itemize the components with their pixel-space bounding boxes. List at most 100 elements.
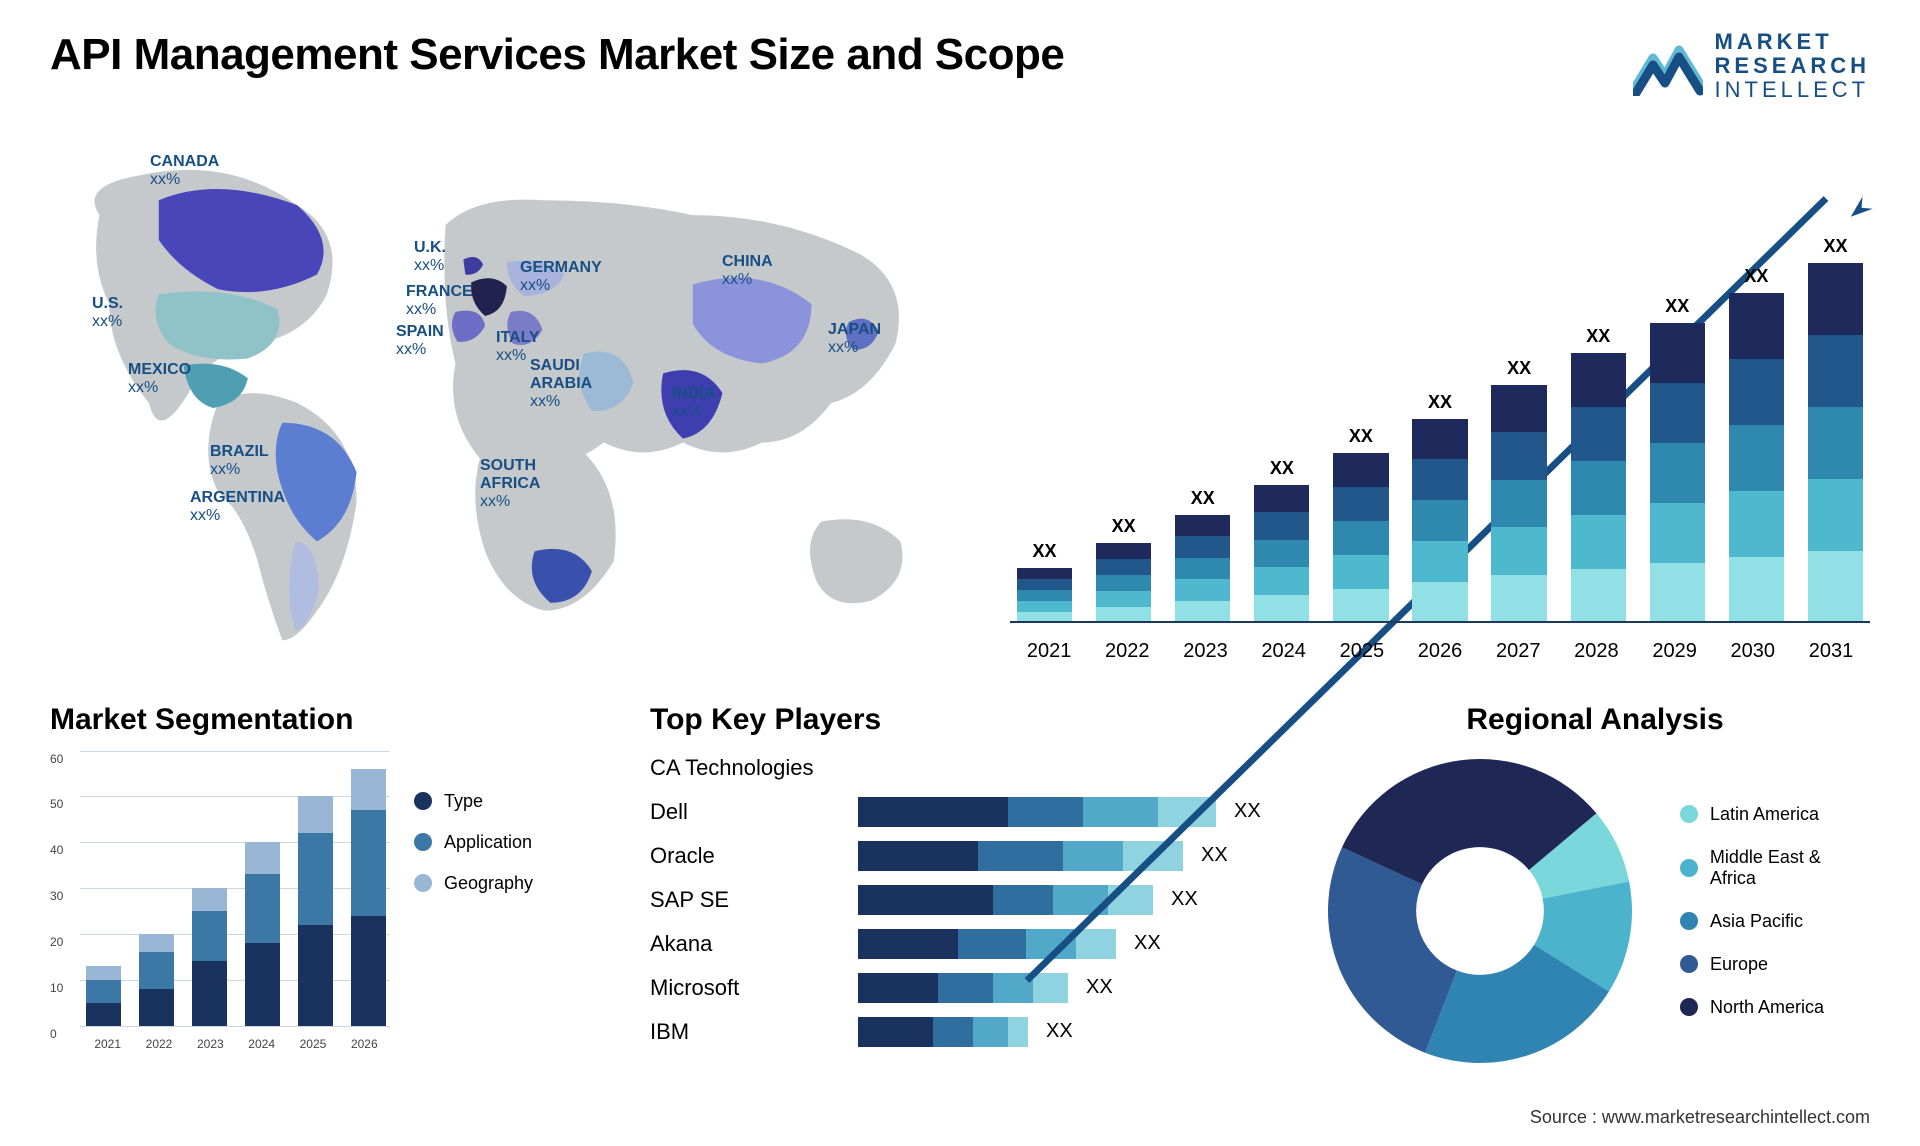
trend-chart: XXXXXXXXXXXXXXXXXXXXXX 20212022202320242… <box>980 143 1870 663</box>
logo-line1: MARKET <box>1715 30 1870 54</box>
trend-value: XX <box>1270 458 1294 479</box>
trend-year-label: 2029 <box>1636 640 1714 663</box>
segmentation-title: Market Segmentation <box>50 703 620 737</box>
player-row: IBMXX <box>650 1015 1290 1049</box>
map-label: JAPANxx% <box>828 321 881 358</box>
trend-bar: XX <box>1405 392 1474 623</box>
player-bar <box>858 841 1183 871</box>
regional-title: Regional Analysis <box>1320 703 1870 737</box>
player-name: CA Technologies <box>650 755 840 781</box>
seg-year-label: 2022 <box>133 1037 184 1051</box>
trend-value: XX <box>1191 488 1215 509</box>
trend-value: XX <box>1507 358 1531 379</box>
player-name: Microsoft <box>650 975 840 1001</box>
seg-year-label: 2026 <box>339 1037 390 1051</box>
map-label: SOUTHAFRICAxx% <box>480 457 540 512</box>
legend-item: Geography <box>414 873 533 894</box>
players-panel: Top Key Players CA TechnologiesDellXXOra… <box>650 703 1290 1071</box>
player-bar <box>858 1017 1028 1047</box>
seg-ytick: 10 <box>50 981 63 995</box>
legend-item: Middle East & Africa <box>1680 847 1870 889</box>
regional-panel: Regional Analysis Latin America Middle Ea… <box>1320 703 1870 1071</box>
map-label: CANADAxx% <box>150 153 219 190</box>
seg-bar <box>135 934 178 1026</box>
trend-bar: XX <box>1643 296 1712 623</box>
player-value: XX <box>1134 932 1161 955</box>
player-name: Dell <box>650 799 840 825</box>
seg-ytick: 50 <box>50 797 63 811</box>
seg-bar <box>82 966 125 1026</box>
legend-item: North America <box>1680 997 1870 1018</box>
player-row: Microsoft XX <box>650 971 1290 1005</box>
trend-bar: XX <box>1564 326 1633 623</box>
seg-ytick: 20 <box>50 935 63 949</box>
trend-value: XX <box>1349 426 1373 447</box>
trend-bar: XX <box>1801 236 1870 623</box>
legend-item: Latin America <box>1680 804 1870 825</box>
player-row: DellXX <box>650 795 1290 829</box>
trend-year-label: 2027 <box>1479 640 1557 663</box>
legend-item: Asia Pacific <box>1680 911 1870 932</box>
map-label: SPAINxx% <box>396 323 444 360</box>
seg-ytick: 60 <box>50 752 63 766</box>
seg-bar <box>347 769 390 1026</box>
trend-value: XX <box>1428 392 1452 413</box>
trend-year-label: 2026 <box>1401 640 1479 663</box>
trend-bar: XX <box>1089 516 1158 623</box>
brand-logo: MARKET RESEARCH INTELLECT <box>1633 30 1870 103</box>
source-label: Source : www.marketresearchintellect.com <box>1530 1107 1870 1128</box>
trend-value: XX <box>1665 296 1689 317</box>
player-value: XX <box>1086 976 1113 999</box>
trend-year-label: 2028 <box>1557 640 1635 663</box>
seg-bar <box>188 888 231 1025</box>
seg-year-label: 2023 <box>185 1037 236 1051</box>
trend-year-label: 2031 <box>1792 640 1870 663</box>
trend-bar: XX <box>1010 541 1079 623</box>
players-title: Top Key Players <box>650 703 1290 737</box>
map-label: GERMANYxx% <box>520 259 602 296</box>
legend-item: Type <box>414 791 533 812</box>
logo-line2: RESEARCH <box>1715 54 1870 78</box>
seg-bar <box>241 842 284 1025</box>
page-title: API Management Services Market Size and … <box>50 30 1064 80</box>
seg-ytick: 40 <box>50 843 63 857</box>
world-map-svg <box>50 143 940 663</box>
trend-year-label: 2023 <box>1166 640 1244 663</box>
seg-year-label: 2025 <box>287 1037 338 1051</box>
seg-ytick: 30 <box>50 889 63 903</box>
trend-year-label: 2030 <box>1714 640 1792 663</box>
trend-value: XX <box>1823 236 1847 257</box>
trend-value: XX <box>1033 541 1057 562</box>
player-row: OracleXX <box>650 839 1290 873</box>
seg-year-label: 2021 <box>82 1037 133 1051</box>
player-row: AkanaXX <box>650 927 1290 961</box>
player-name: SAP SE <box>650 887 840 913</box>
legend-item: Europe <box>1680 954 1870 975</box>
player-row: CA Technologies <box>650 751 1290 785</box>
trend-bar: XX <box>1722 266 1791 623</box>
trend-bar: XX <box>1168 488 1237 623</box>
trend-bar: XX <box>1326 426 1395 623</box>
trend-value: XX <box>1112 516 1136 537</box>
trend-year-label: 2022 <box>1088 640 1166 663</box>
regional-donut <box>1320 751 1640 1071</box>
seg-bar <box>294 796 337 1025</box>
map-label: U.S.xx% <box>92 295 123 332</box>
map-label: CHINAxx% <box>722 253 773 290</box>
seg-year-label: 2024 <box>236 1037 287 1051</box>
player-name: Oracle <box>650 843 840 869</box>
player-bar <box>858 885 1153 915</box>
map-label: SAUDIARABIAxx% <box>530 357 592 412</box>
segmentation-chart: 0102030405060202120222023202420252026 <box>50 751 390 1051</box>
legend-item: Application <box>414 832 533 853</box>
trend-year-label: 2021 <box>1010 640 1088 663</box>
player-bar <box>858 929 1116 959</box>
trend-year-label: 2025 <box>1323 640 1401 663</box>
segmentation-panel: Market Segmentation 01020304050602021202… <box>50 703 620 1071</box>
player-row: SAP SE XX <box>650 883 1290 917</box>
player-value: XX <box>1171 888 1198 911</box>
map-label: INDIAxx% <box>672 385 716 422</box>
player-name: IBM <box>650 1019 840 1045</box>
segmentation-legend: Type Application Geography <box>414 791 533 1051</box>
trend-year-label: 2024 <box>1245 640 1323 663</box>
